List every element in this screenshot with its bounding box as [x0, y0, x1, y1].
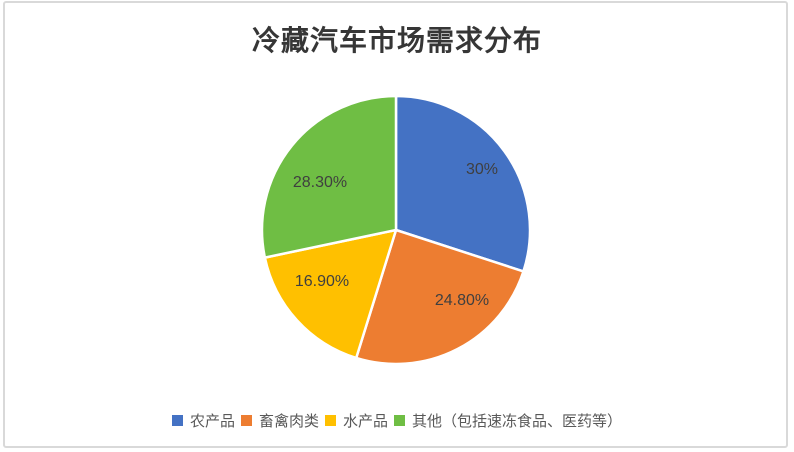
legend-item-3: 其他（包括速冻食品、医药等）: [394, 410, 622, 431]
legend-item-0: 农产品: [171, 410, 235, 431]
data-label-slice-2: 16.90%: [294, 273, 350, 290]
legend-item-2: 水产品: [325, 410, 388, 431]
legend-swatch-icon: [240, 414, 252, 426]
data-label-slice-3: 28.30%: [292, 174, 348, 191]
pie-slice-0: [394, 94, 532, 273]
chart-title: 冷藏汽车市场需求分布: [251, 24, 542, 57]
legend: 农产品 畜禽肉类 水产品 其他（包括速冻食品、医药等）: [0, 409, 794, 431]
legend-label: 水产品: [343, 411, 389, 430]
legend-label: 其他（包括速冻食品、医药等）: [412, 411, 623, 430]
legend-label: 畜禽肉类: [258, 411, 319, 430]
pie-slice-3: [260, 94, 398, 259]
pie-slice-2: [263, 228, 398, 360]
legend-item-1: 畜禽肉类: [240, 410, 319, 431]
legend-swatch-icon: [325, 414, 336, 426]
legend-swatch-icon: [171, 414, 183, 426]
legend-swatch-icon: [394, 414, 406, 426]
data-label-slice-1: 24.80%: [434, 292, 490, 309]
legend-label: 农产品: [189, 411, 235, 430]
data-label-slice-0: 30%: [465, 161, 499, 178]
pie-slice-1: [354, 228, 525, 366]
